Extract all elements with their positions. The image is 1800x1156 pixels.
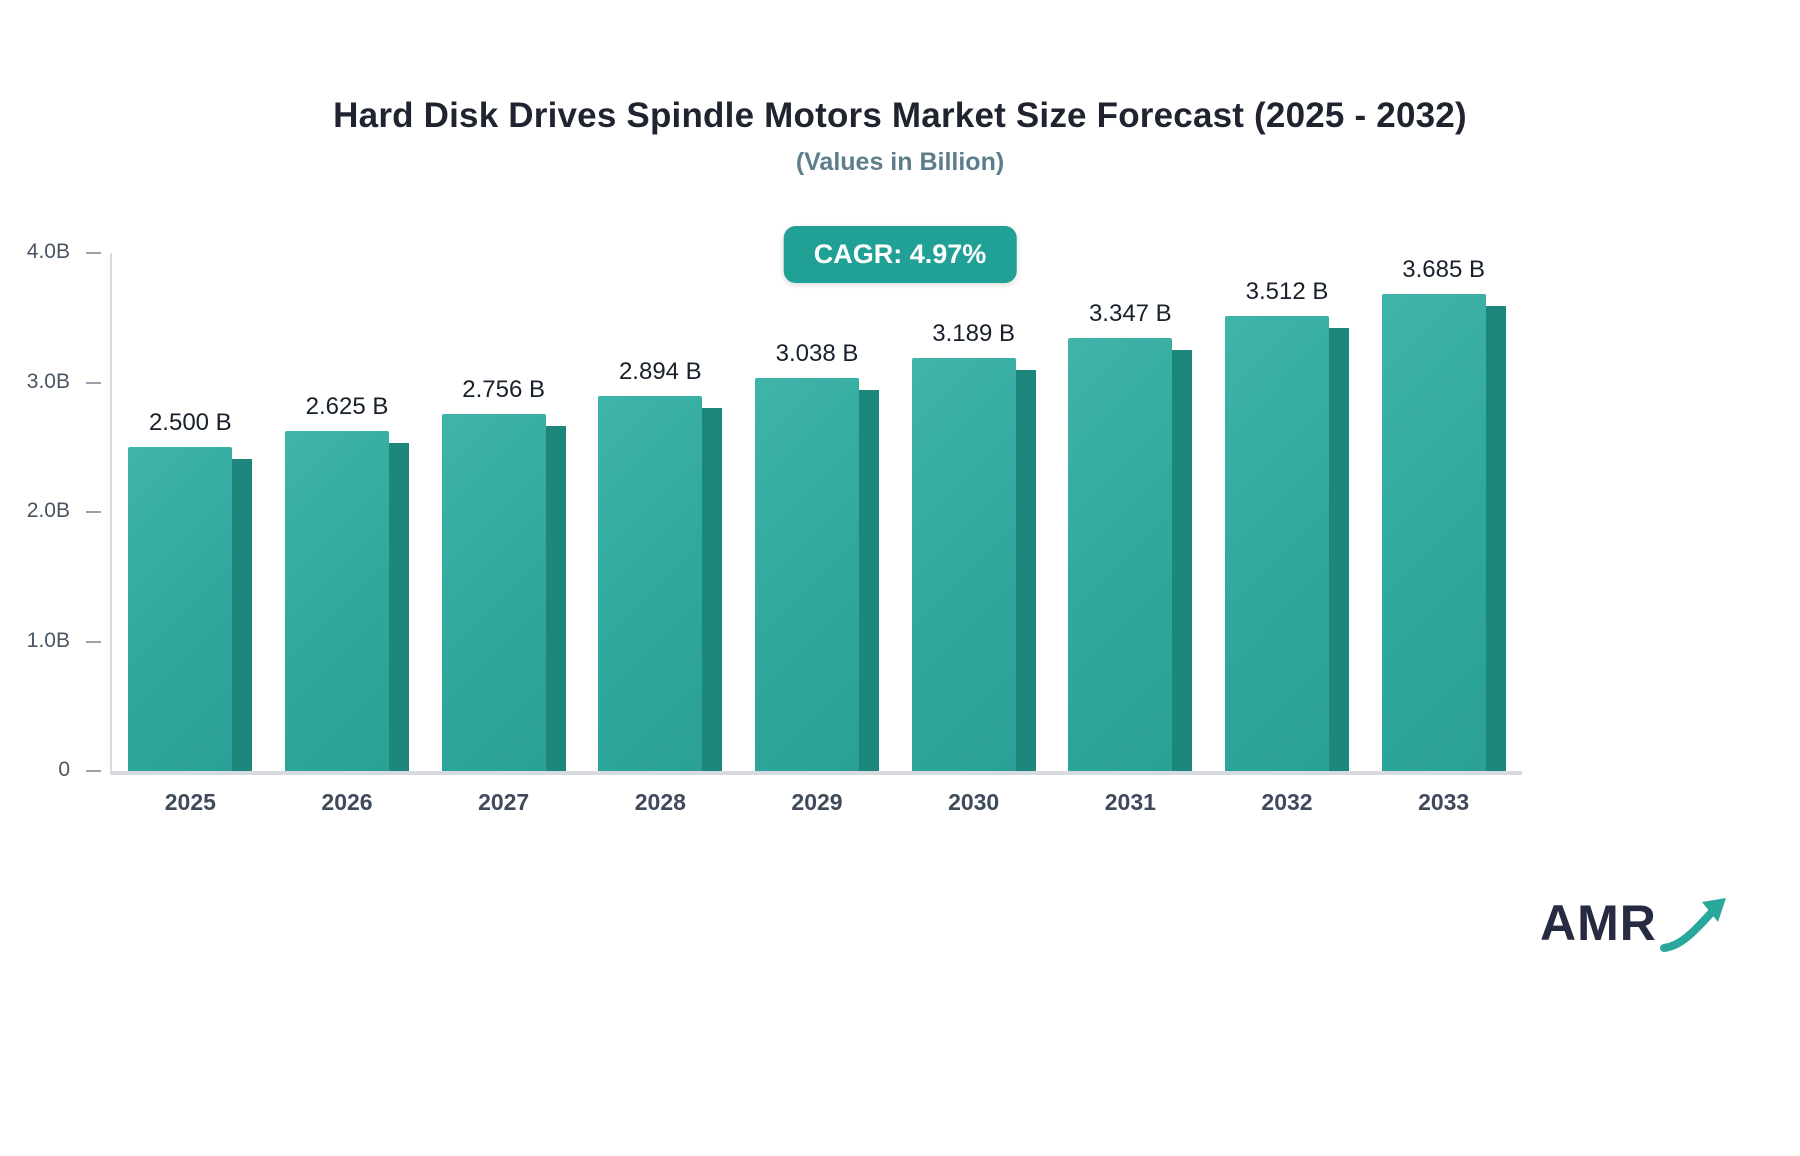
bar-group: 3.038 B [755,253,879,771]
bar [1225,316,1329,771]
bar-value-label: 2.894 B [618,358,702,385]
bar-value-label: 2.500 B [148,409,232,436]
bar-3d-side [1015,370,1036,771]
bar-3d-side [702,408,723,771]
bar [128,447,233,771]
bar-value-label: 3.512 B [1245,278,1329,305]
y-axis-tick-mark [86,381,101,384]
bar-3d-side [545,426,566,771]
chart-title: Hard Disk Drives Spindle Motors Market S… [333,96,1467,135]
bar-group: 2.756 B [441,253,566,771]
plot-area: 0 1.0B 2.0B 3.0B 4.0B 2.500 B 2025 2.625 B 2026 2… [27,240,1522,815]
x-axis-label: 2032 [1261,789,1313,815]
bar-value-label: 2.756 B [462,376,546,403]
bar-group: 2.500 B [128,253,253,771]
bar-group: 2.894 B [598,253,723,771]
bar [441,414,546,771]
y-axis-tick-mark [86,511,101,513]
bar [1068,338,1173,771]
bar-3d-side [232,459,253,771]
bar-3d-side [1329,328,1349,771]
cagr-badge: CAGR: 4.97% [783,226,1017,283]
bar-value-label: 2.625 B [305,393,389,420]
bar [755,378,859,771]
y-axis-tick-label: 3.0B [26,369,70,393]
y-axis-tick-label: 2.0B [26,499,70,522]
bar-group: 3.189 B [911,253,1036,771]
bar [598,396,703,771]
y-axis-tick-mark [86,770,101,772]
bar-value-label: 3.685 B [1402,256,1486,283]
x-axis-label: 2028 [634,789,686,815]
x-axis-label: 2027 [478,789,530,815]
bar-value-label: 3.347 B [1088,300,1172,327]
bar-3d-side [389,443,409,771]
amr-logo: AMR [1540,888,1750,968]
bar [285,431,389,771]
x-axis-label: 2031 [1104,789,1156,815]
x-axis-label: 2033 [1418,789,1470,815]
bar-group: 3.685 B [1381,253,1506,771]
x-axis-label: 2030 [948,789,1000,815]
x-axis-label: 2029 [791,789,843,815]
bar-group: 2.625 B [285,253,409,771]
bar-3d-side [1485,306,1506,771]
y-axis-tick-mark [86,252,101,254]
x-axis-label: 2025 [164,789,216,815]
bar-3d-side [1172,350,1193,771]
y-axis-tick-label: 1.0B [26,628,70,652]
bar [1381,294,1486,771]
bar-group: 3.347 B [1068,253,1193,771]
x-axis-label: 2026 [321,789,373,815]
amr-logo-text: AMR [1540,895,1657,951]
bar-value-label: 3.038 B [775,340,859,367]
bar-value-label: 3.189 B [932,320,1016,347]
y-axis-tick-mark [86,640,101,643]
y-axis-tick-label: 0 [58,758,70,781]
trend-up-arrow-icon [1660,898,1726,952]
bar-3d-side [859,390,879,771]
bar [911,358,1016,771]
y-axis-tick-label: 4.0B [26,240,70,263]
chart-subtitle: (Values in Billion) [795,148,1005,176]
bar-group: 3.512 B [1225,253,1349,771]
